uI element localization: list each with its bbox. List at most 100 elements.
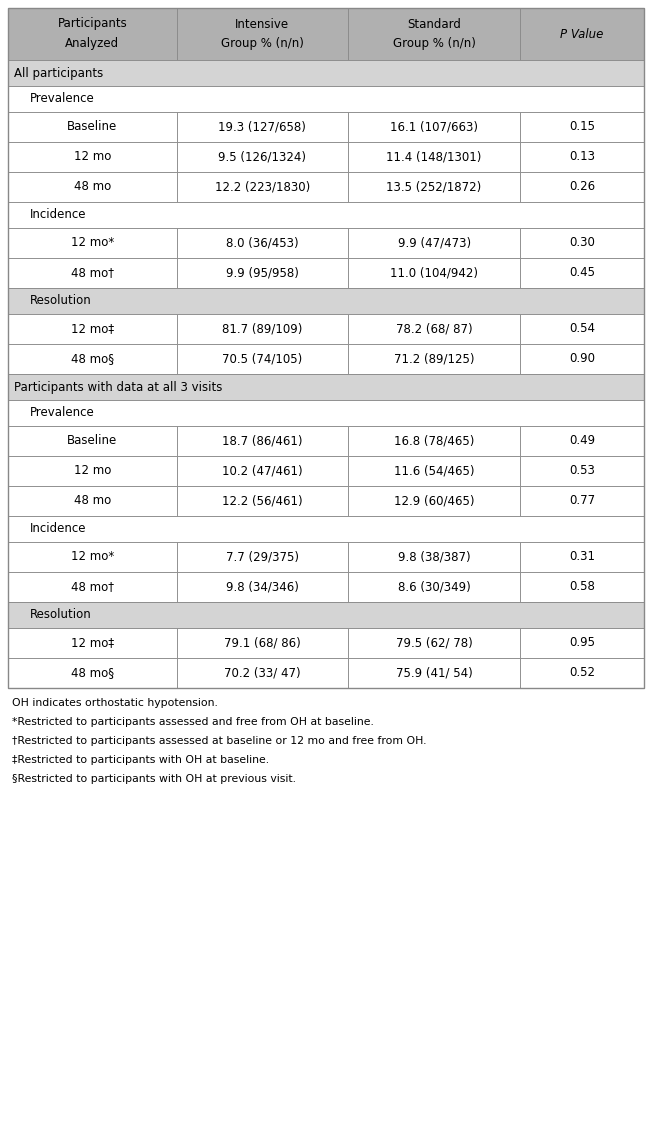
Bar bbox=[8, 516, 644, 542]
Text: 81.7 (89/109): 81.7 (89/109) bbox=[222, 323, 303, 335]
Text: 48 mo§: 48 mo§ bbox=[71, 667, 113, 680]
Bar bbox=[8, 8, 177, 60]
Bar bbox=[177, 572, 348, 602]
Text: Analyzed: Analyzed bbox=[65, 37, 119, 51]
Text: 13.5 (252/1872): 13.5 (252/1872) bbox=[387, 181, 482, 193]
Bar bbox=[348, 658, 520, 688]
Text: 7.7 (29/375): 7.7 (29/375) bbox=[226, 551, 299, 563]
Bar bbox=[177, 259, 348, 288]
Bar bbox=[348, 572, 520, 602]
Text: 12 mo‡: 12 mo‡ bbox=[70, 323, 114, 335]
Bar bbox=[8, 344, 177, 374]
Text: 12.9 (60/465): 12.9 (60/465) bbox=[394, 495, 475, 508]
Text: *Restricted to participants assessed and free from OH at baseline.: *Restricted to participants assessed and… bbox=[12, 717, 374, 727]
Text: 9.9 (95/958): 9.9 (95/958) bbox=[226, 266, 299, 280]
Text: 48 mo†: 48 mo† bbox=[71, 266, 113, 280]
Text: All participants: All participants bbox=[14, 66, 103, 80]
Bar bbox=[8, 456, 177, 486]
Bar bbox=[8, 87, 644, 112]
Text: 0.53: 0.53 bbox=[569, 464, 595, 478]
Bar bbox=[8, 112, 177, 142]
Bar bbox=[8, 602, 644, 628]
Text: 12 mo*: 12 mo* bbox=[70, 236, 114, 250]
Text: 16.1 (107/663): 16.1 (107/663) bbox=[390, 120, 478, 134]
Bar bbox=[520, 344, 644, 374]
Bar bbox=[8, 542, 177, 572]
Text: 11.0 (104/942): 11.0 (104/942) bbox=[390, 266, 478, 280]
Bar bbox=[520, 259, 644, 288]
Text: Prevalence: Prevalence bbox=[30, 407, 95, 419]
Text: 48 mo: 48 mo bbox=[74, 495, 111, 508]
Bar bbox=[8, 202, 644, 228]
Bar bbox=[8, 628, 177, 658]
Text: 75.9 (41/ 54): 75.9 (41/ 54) bbox=[396, 667, 473, 680]
Text: Resolution: Resolution bbox=[30, 608, 92, 622]
Bar bbox=[348, 142, 520, 172]
Text: 48 mo§: 48 mo§ bbox=[71, 353, 113, 365]
Bar bbox=[520, 228, 644, 259]
Text: 70.5 (74/105): 70.5 (74/105) bbox=[222, 353, 303, 365]
Bar bbox=[8, 400, 644, 426]
Bar bbox=[8, 486, 177, 516]
Text: 9.9 (47/473): 9.9 (47/473) bbox=[398, 236, 471, 250]
Bar bbox=[348, 8, 520, 60]
Text: 0.26: 0.26 bbox=[569, 181, 595, 193]
Bar bbox=[520, 456, 644, 486]
Bar bbox=[520, 486, 644, 516]
Text: 0.95: 0.95 bbox=[569, 636, 595, 650]
Bar bbox=[177, 628, 348, 658]
Bar bbox=[177, 486, 348, 516]
Text: 10.2 (47/461): 10.2 (47/461) bbox=[222, 464, 303, 478]
Bar bbox=[520, 172, 644, 202]
Bar bbox=[177, 8, 348, 60]
Bar bbox=[8, 374, 644, 400]
Text: 9.5 (126/1324): 9.5 (126/1324) bbox=[218, 151, 306, 163]
Text: 12 mo‡: 12 mo‡ bbox=[70, 636, 114, 650]
Text: 18.7 (86/461): 18.7 (86/461) bbox=[222, 435, 303, 447]
Bar bbox=[520, 112, 644, 142]
Bar bbox=[177, 426, 348, 456]
Bar bbox=[177, 142, 348, 172]
Text: 0.90: 0.90 bbox=[569, 353, 595, 365]
Text: 0.30: 0.30 bbox=[569, 236, 595, 250]
Bar bbox=[520, 628, 644, 658]
Text: 0.31: 0.31 bbox=[569, 551, 595, 563]
Text: 48 mo†: 48 mo† bbox=[71, 580, 113, 593]
Text: 0.58: 0.58 bbox=[569, 580, 595, 593]
Text: 12 mo: 12 mo bbox=[74, 151, 111, 163]
Text: Group % (n/n): Group % (n/n) bbox=[393, 37, 475, 51]
Text: 12.2 (223/1830): 12.2 (223/1830) bbox=[215, 181, 310, 193]
Text: ‡Restricted to participants with OH at baseline.: ‡Restricted to participants with OH at b… bbox=[12, 755, 269, 765]
Text: Baseline: Baseline bbox=[67, 435, 117, 447]
Text: Prevalence: Prevalence bbox=[30, 92, 95, 106]
Bar bbox=[520, 572, 644, 602]
Bar bbox=[520, 542, 644, 572]
Bar bbox=[348, 172, 520, 202]
Text: 71.2 (89/125): 71.2 (89/125) bbox=[394, 353, 475, 365]
Text: 9.8 (38/387): 9.8 (38/387) bbox=[398, 551, 471, 563]
Text: 11.4 (148/1301): 11.4 (148/1301) bbox=[387, 151, 482, 163]
Bar bbox=[348, 456, 520, 486]
Bar bbox=[177, 344, 348, 374]
Text: 0.45: 0.45 bbox=[569, 266, 595, 280]
Bar bbox=[348, 344, 520, 374]
Bar bbox=[348, 259, 520, 288]
Text: 8.6 (30/349): 8.6 (30/349) bbox=[398, 580, 471, 593]
Text: 79.5 (62/ 78): 79.5 (62/ 78) bbox=[396, 636, 473, 650]
Text: Incidence: Incidence bbox=[30, 523, 87, 535]
Text: 19.3 (127/658): 19.3 (127/658) bbox=[218, 120, 306, 134]
Bar bbox=[177, 112, 348, 142]
Text: 48 mo: 48 mo bbox=[74, 181, 111, 193]
Text: Baseline: Baseline bbox=[67, 120, 117, 134]
Text: 16.8 (78/465): 16.8 (78/465) bbox=[394, 435, 474, 447]
Bar bbox=[520, 426, 644, 456]
Bar bbox=[177, 658, 348, 688]
Bar bbox=[177, 228, 348, 259]
Text: 0.13: 0.13 bbox=[569, 151, 595, 163]
Bar bbox=[177, 456, 348, 486]
Text: 0.49: 0.49 bbox=[569, 435, 595, 447]
Text: §Restricted to participants with OH at previous visit.: §Restricted to participants with OH at p… bbox=[12, 774, 296, 785]
Bar bbox=[348, 542, 520, 572]
Text: Participants with data at all 3 visits: Participants with data at all 3 visits bbox=[14, 381, 222, 393]
Text: 0.77: 0.77 bbox=[569, 495, 595, 508]
